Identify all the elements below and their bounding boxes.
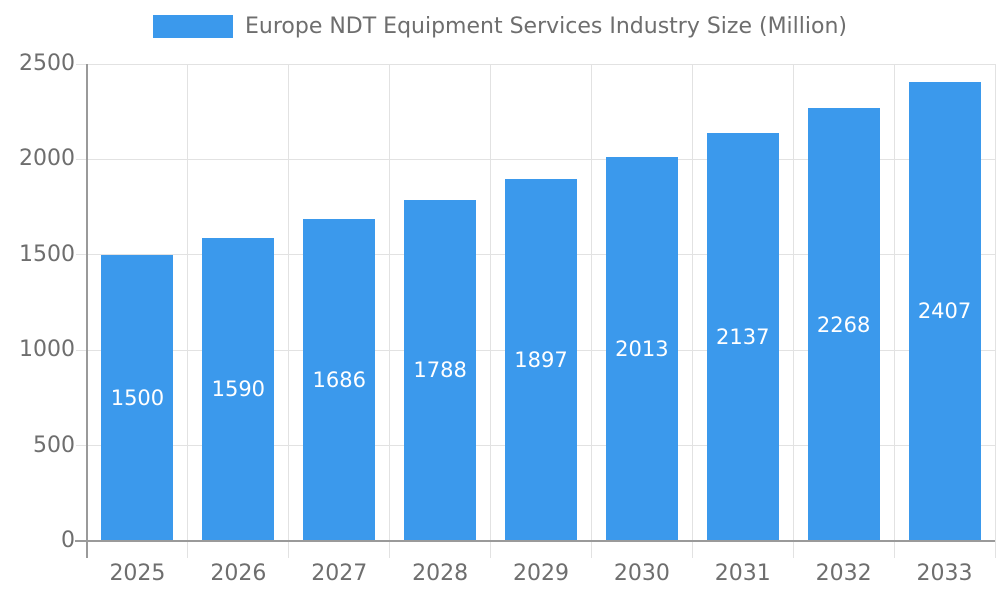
x-tick-label: 2030 [613,561,670,586]
y-tick-label: 1000 [19,337,75,363]
bar[interactable] [908,81,981,540]
y-grid-line [76,158,995,160]
x-grid-line [994,64,996,558]
bar[interactable] [101,254,174,540]
x-grid-line [490,64,492,558]
legend-label: Europe NDT Equipment Services Industry S… [244,14,847,39]
y-tick-label: 0 [61,528,75,553]
x-grid-line [389,64,391,558]
x-tick-label: 2026 [210,561,267,586]
bar[interactable] [404,199,477,540]
y-tick-label: 500 [33,432,75,458]
x-tick-label: 2031 [714,561,771,586]
y-tick-label: 2000 [19,146,75,172]
x-grid-line [893,64,895,558]
x-grid-line [590,64,592,558]
x-tick-label: 2028 [412,561,469,586]
x-axis-line [75,540,995,542]
x-grid-line [691,64,693,558]
x-tick-label: 2025 [109,561,166,586]
x-tick-label: 2029 [513,561,569,586]
x-grid-line [792,64,794,558]
bar[interactable] [605,156,678,540]
bar[interactable] [505,179,577,540]
bar[interactable] [706,133,779,540]
bar[interactable] [202,237,275,540]
x-grid-line [288,64,290,558]
legend-swatch [152,15,233,38]
y-grid-line [76,63,995,65]
x-grid-line [187,64,189,558]
x-tick-label: 2027 [311,561,368,586]
bar[interactable] [303,219,376,540]
y-axis-line [86,64,88,558]
legend[interactable]: Europe NDT Equipment Services Industry S… [0,14,1000,39]
x-tick-label: 2033 [916,561,973,586]
bar[interactable] [807,108,880,540]
y-tick-label: 2500 [19,51,75,76]
y-tick-label: 1500 [19,241,75,267]
x-tick-label: 2032 [815,561,872,586]
